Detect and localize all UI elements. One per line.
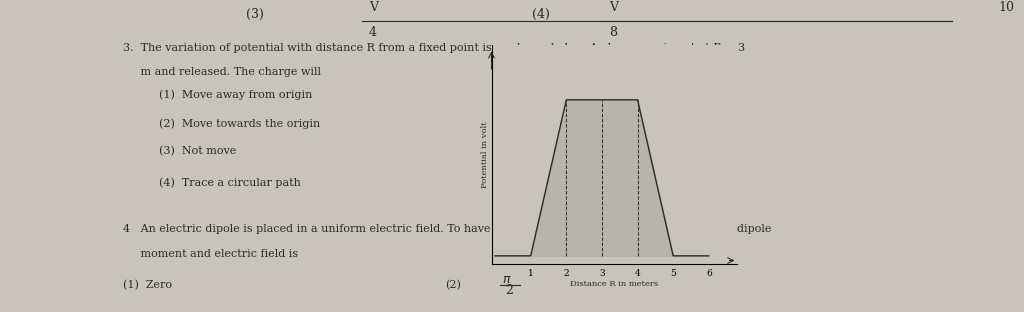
- Text: 4: 4: [369, 26, 377, 39]
- Text: (1)  Move away from origin: (1) Move away from origin: [159, 90, 312, 100]
- X-axis label: Distance R in meters: Distance R in meters: [570, 280, 658, 288]
- Text: 3.  The variation of potential with distance R from a fixed point is as shown be: 3. The variation of potential with dista…: [123, 43, 745, 53]
- Text: 8: 8: [609, 26, 617, 39]
- Text: moment and electric field is: moment and electric field is: [123, 249, 298, 259]
- Text: (4)  Trace a circular path: (4) Trace a circular path: [159, 177, 301, 188]
- Text: m and released. The charge will: m and released. The charge will: [123, 67, 321, 77]
- Y-axis label: Potential in volt: Potential in volt: [480, 121, 488, 188]
- Text: 4   An electric dipole is placed in a uniform electric field. To have maximum po: 4 An electric dipole is placed in a unif…: [123, 224, 771, 234]
- Text: 10: 10: [998, 1, 1015, 14]
- Text: (2)  Move towards the origin: (2) Move towards the origin: [159, 118, 319, 129]
- Text: (4): (4): [532, 7, 550, 21]
- Text: (3)  Not move: (3) Not move: [159, 146, 236, 157]
- Text: V: V: [609, 1, 618, 14]
- Text: (2): (2): [445, 280, 462, 291]
- Text: V: V: [369, 1, 378, 14]
- Text: $\pi$: $\pi$: [502, 273, 511, 286]
- Text: (1)  Zero: (1) Zero: [123, 280, 172, 291]
- Text: 2: 2: [505, 284, 513, 297]
- Text: (3): (3): [246, 7, 263, 21]
